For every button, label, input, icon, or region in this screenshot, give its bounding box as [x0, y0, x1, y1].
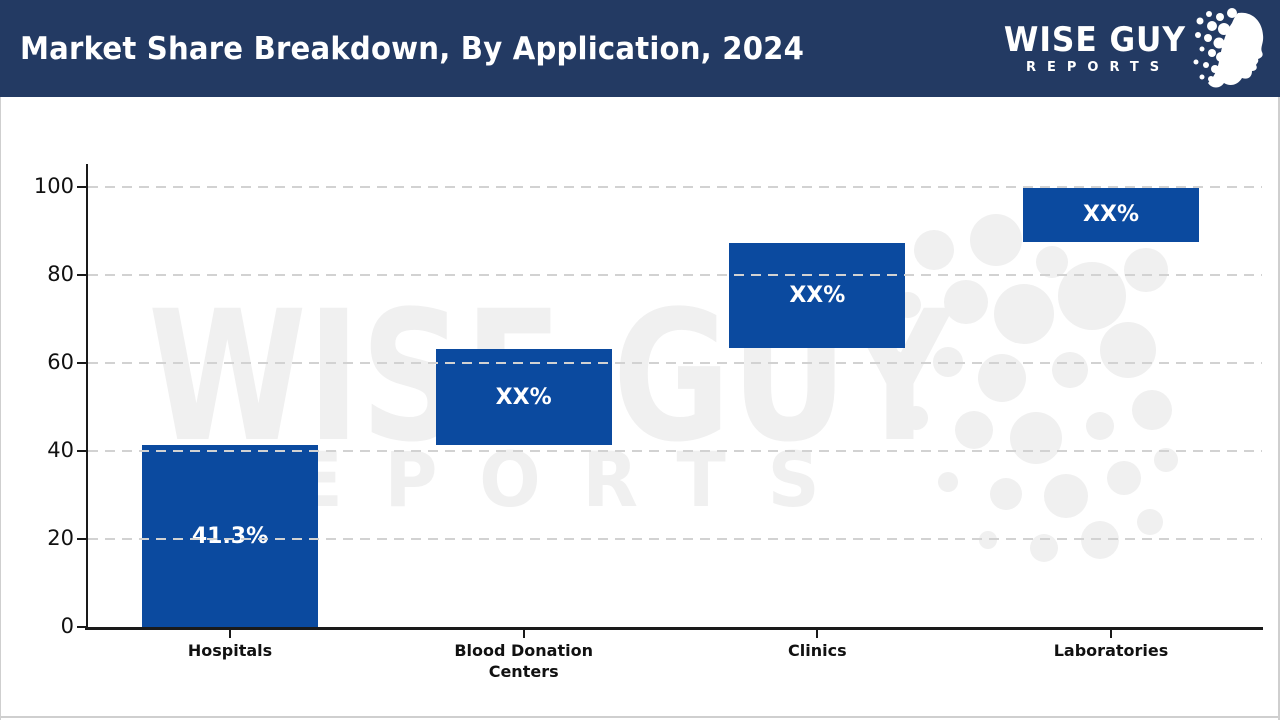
- y-tick-60: [77, 362, 86, 364]
- brand-logo-subname: REPORTS: [1026, 60, 1171, 75]
- page-border-bottom: [0, 716, 1280, 718]
- x-tick-1: [522, 630, 525, 638]
- bar-clinics: XX%: [729, 242, 906, 349]
- y-tick-label-100: 100: [33, 174, 74, 198]
- bar-value-label: 41.3%: [191, 523, 269, 549]
- y-tick-80: [77, 274, 86, 276]
- y-tick-0: [77, 626, 86, 628]
- x-tick-0: [229, 630, 231, 638]
- bar-blood-donation-centers: XX%: [435, 348, 612, 446]
- bar-value-label: XX%: [495, 384, 552, 410]
- gridline-60: [88, 362, 1262, 364]
- gridline-20: [88, 538, 1262, 540]
- x-category-label-0: Hospitals: [187, 641, 273, 660]
- y-tick-20: [77, 538, 86, 540]
- x-category-label-3: Laboratories: [1053, 641, 1169, 660]
- bar-hospitals: 41.3%: [142, 445, 318, 627]
- bar-value-label: XX%: [1083, 202, 1139, 228]
- brand-logo: WISE GUY REPORTS: [996, 0, 1266, 97]
- y-tick-label-20: 20: [47, 526, 74, 550]
- y-tick-label-60: 60: [47, 350, 74, 374]
- page-border-left: [0, 97, 1, 720]
- x-axis-line: [85, 627, 1263, 630]
- brand-logo-name: WISE GUY: [1004, 20, 1187, 60]
- y-axis-line: [86, 164, 88, 629]
- brand-logo-head-icon: [1193, 7, 1264, 88]
- chart-title: Market Share Breakdown, By Application, …: [20, 30, 805, 67]
- x-category-label-2: Clinics: [788, 641, 847, 660]
- x-tick-3: [1110, 630, 1112, 638]
- y-tick-100: [77, 186, 86, 188]
- x-tick-2: [816, 630, 819, 638]
- gridline-100: [88, 186, 1262, 188]
- bar-laboratories: XX%: [1023, 187, 1199, 242]
- y-tick-40: [77, 450, 86, 452]
- y-tick-label-80: 80: [47, 262, 74, 286]
- y-tick-label-0: 0: [60, 614, 74, 638]
- bar-value-label: XX%: [789, 283, 846, 309]
- x-category-label-1: Blood Donation Centers: [454, 641, 593, 681]
- gridline-40: [88, 450, 1262, 452]
- y-tick-label-40: 40: [47, 438, 74, 462]
- page-border-right: [1278, 97, 1280, 720]
- watermark-head-dots: [887, 214, 1178, 562]
- gridline-80: [88, 274, 1262, 276]
- header-bar: Market Share Breakdown, By Application, …: [0, 0, 1280, 97]
